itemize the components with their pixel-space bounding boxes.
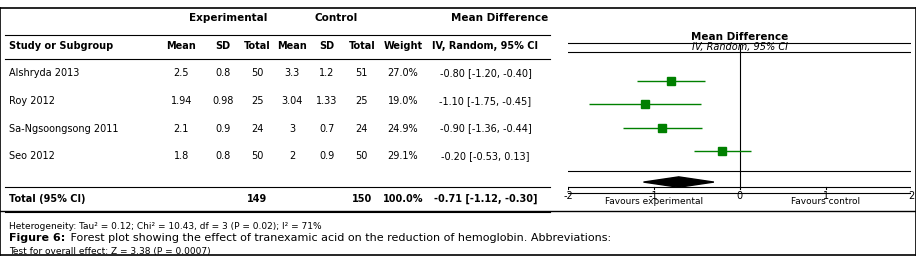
Text: 25: 25 xyxy=(355,96,368,106)
Text: Figure 6:: Figure 6: xyxy=(9,232,65,243)
Text: 100.0%: 100.0% xyxy=(383,194,423,204)
Text: -1.10 [-1.75, -0.45]: -1.10 [-1.75, -0.45] xyxy=(440,96,531,106)
Text: 1.94: 1.94 xyxy=(170,96,192,106)
Text: Test for overall effect: Z = 3.38 (P = 0.0007): Test for overall effect: Z = 3.38 (P = 0… xyxy=(9,247,211,256)
Text: 24: 24 xyxy=(251,123,264,134)
Text: 149: 149 xyxy=(247,194,267,204)
Text: Total: Total xyxy=(244,40,271,51)
Text: Weight: Weight xyxy=(384,40,422,51)
Text: Total: Total xyxy=(348,40,376,51)
Text: Heterogeneity: Tau² = 0.12; Chi² = 10.43, df = 3 (P = 0.02); I² = 71%: Heterogeneity: Tau² = 0.12; Chi² = 10.43… xyxy=(9,222,322,231)
Text: Roy 2012: Roy 2012 xyxy=(9,96,55,106)
Text: 1.33: 1.33 xyxy=(316,96,338,106)
Text: 0.98: 0.98 xyxy=(212,96,234,106)
Text: 24.9%: 24.9% xyxy=(387,123,419,134)
Text: 24: 24 xyxy=(355,123,368,134)
Text: SD: SD xyxy=(320,40,334,51)
Text: -0.80 [-1.20, -0.40]: -0.80 [-1.20, -0.40] xyxy=(440,68,531,78)
Text: Favours control: Favours control xyxy=(791,197,860,206)
Text: 3: 3 xyxy=(289,123,295,134)
Text: Forest plot showing the effect of tranexamic acid on the reduction of hemoglobin: Forest plot showing the effect of tranex… xyxy=(67,232,611,243)
Text: 2: 2 xyxy=(289,151,295,161)
Text: 0.9: 0.9 xyxy=(320,151,334,161)
Text: 0.7: 0.7 xyxy=(320,123,334,134)
Text: 1: 1 xyxy=(823,191,829,201)
Text: Mean Difference: Mean Difference xyxy=(451,13,548,23)
Text: 3.04: 3.04 xyxy=(281,96,303,106)
Text: Sa-Ngsoongsong 2011: Sa-Ngsoongsong 2011 xyxy=(9,123,119,134)
Text: 51: 51 xyxy=(355,68,368,78)
Text: -0.20 [-0.53, 0.13]: -0.20 [-0.53, 0.13] xyxy=(442,151,529,161)
Text: IV, Random, 95% CI: IV, Random, 95% CI xyxy=(432,40,539,51)
Text: Experimental: Experimental xyxy=(190,13,267,23)
Text: Mean: Mean xyxy=(167,40,196,51)
Text: Mean Difference: Mean Difference xyxy=(691,32,789,42)
Text: 19.0%: 19.0% xyxy=(387,96,419,106)
Text: Total (95% CI): Total (95% CI) xyxy=(9,194,86,204)
Polygon shape xyxy=(643,177,714,187)
Text: IV, Random, 95% CI: IV, Random, 95% CI xyxy=(692,42,788,52)
Text: -0.90 [-1.36, -0.44]: -0.90 [-1.36, -0.44] xyxy=(440,123,531,134)
Text: Study or Subgroup: Study or Subgroup xyxy=(9,40,114,51)
Text: 150: 150 xyxy=(352,194,372,204)
Text: Seo 2012: Seo 2012 xyxy=(9,151,55,161)
Text: Mean: Mean xyxy=(278,40,307,51)
Text: SD: SD xyxy=(215,40,230,51)
Text: 0.8: 0.8 xyxy=(215,151,230,161)
Text: 0: 0 xyxy=(736,191,743,201)
Text: 1.2: 1.2 xyxy=(320,68,334,78)
Text: 1.8: 1.8 xyxy=(174,151,189,161)
Text: -0.71 [-1.12, -0.30]: -0.71 [-1.12, -0.30] xyxy=(434,194,537,204)
Text: -1: -1 xyxy=(649,191,659,201)
Text: 50: 50 xyxy=(251,151,264,161)
Text: 50: 50 xyxy=(251,68,264,78)
Text: -2: -2 xyxy=(563,191,572,201)
Text: 0.8: 0.8 xyxy=(215,68,230,78)
Text: 3.3: 3.3 xyxy=(285,68,300,78)
Text: 27.0%: 27.0% xyxy=(387,68,419,78)
Text: 25: 25 xyxy=(251,96,264,106)
Text: 2: 2 xyxy=(909,191,914,201)
Text: 2.5: 2.5 xyxy=(174,68,189,78)
Text: 29.1%: 29.1% xyxy=(387,151,419,161)
Text: 50: 50 xyxy=(355,151,368,161)
Text: Favours experimental: Favours experimental xyxy=(605,197,703,206)
Text: 2.1: 2.1 xyxy=(174,123,189,134)
Text: 0.9: 0.9 xyxy=(215,123,230,134)
Text: Control: Control xyxy=(314,13,358,23)
Text: Alshryda 2013: Alshryda 2013 xyxy=(9,68,80,78)
